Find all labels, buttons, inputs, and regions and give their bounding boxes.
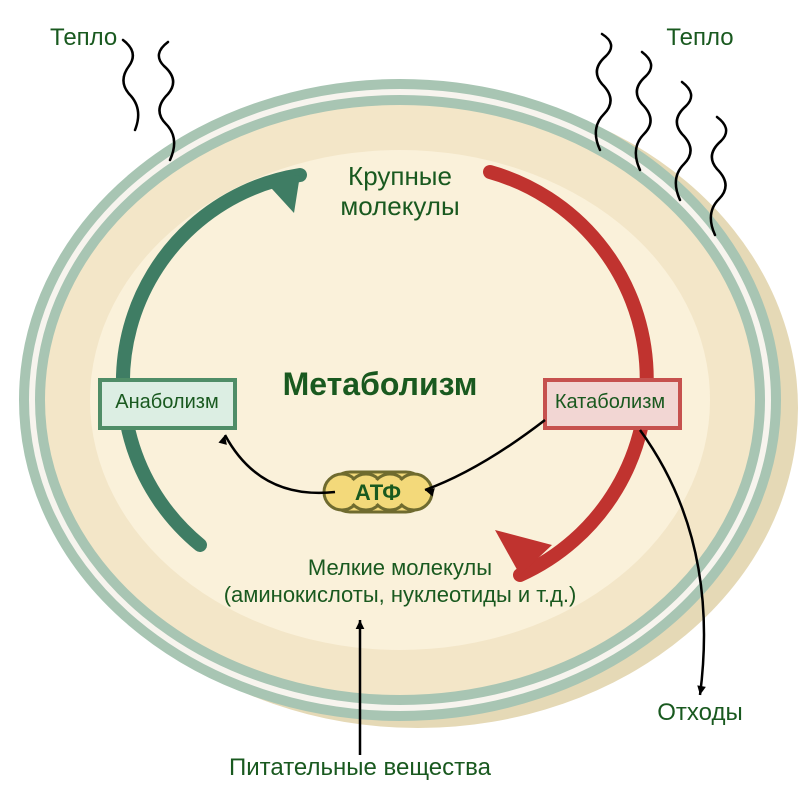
label-small_mol2: (аминокислоты, нуклеотиды и т.д.) [224, 582, 577, 607]
label-anabolism: Анаболизм [115, 391, 218, 413]
label-heat_right: Тепло [666, 24, 733, 51]
arrow-waste-out-head [697, 685, 706, 695]
label-heat_left: Тепло [50, 24, 117, 51]
metabolism-diagram: Тепло Тепло Крупныемолекулы Метаболизм Анабо… [0, 0, 800, 800]
label-nutrients: Питательные вещества [229, 754, 492, 781]
label-large_mol2: молекулы [340, 191, 459, 221]
label-small_mol1: Мелкие молекулы [308, 555, 492, 580]
label-waste: Отходы [657, 699, 742, 726]
label-atp: АТФ [355, 480, 401, 505]
heat-squiggle-0 [123, 40, 138, 130]
heat-squiggle-1 [159, 42, 174, 160]
label-catabolism: Катаболизм [555, 391, 665, 413]
label-metabolism: Метаболизм [283, 366, 478, 402]
label-large_mol1: Крупные [348, 161, 452, 191]
